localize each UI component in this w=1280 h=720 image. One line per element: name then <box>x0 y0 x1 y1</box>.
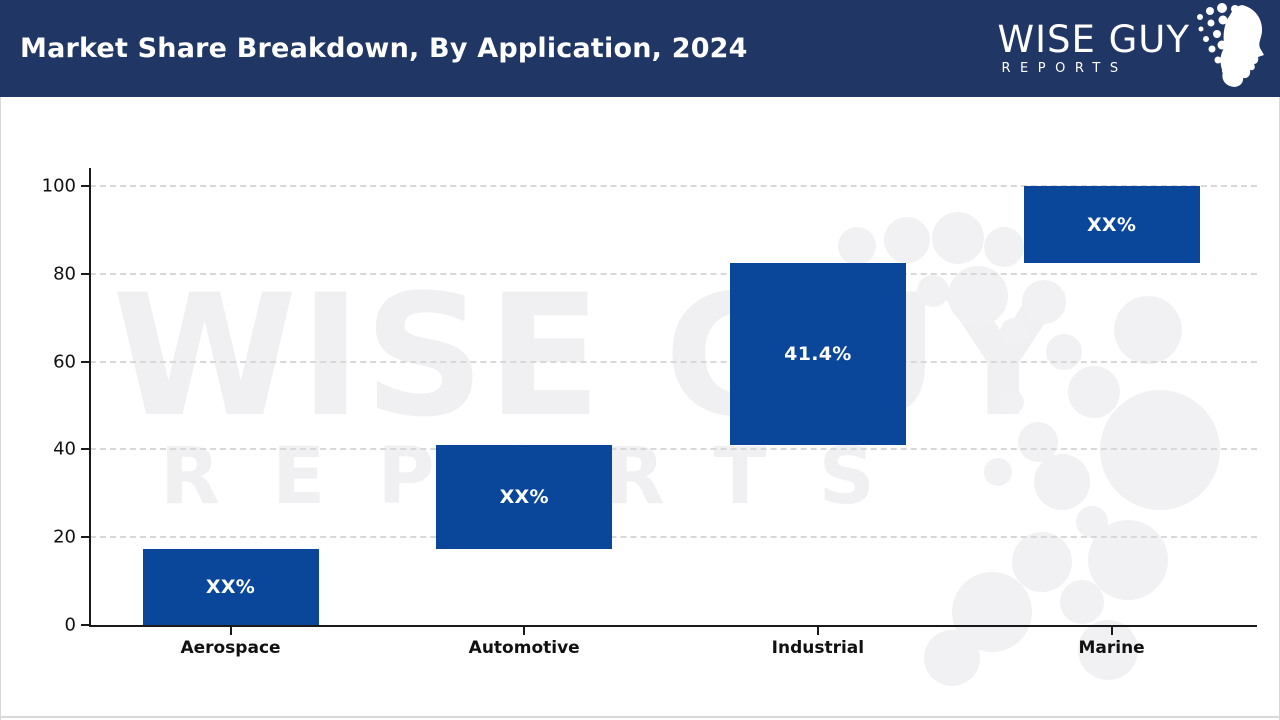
bar-value-label-industrial: 41.4% <box>784 343 852 366</box>
x-category-label-marine: Marine <box>1078 638 1145 658</box>
watermark-dot <box>932 212 984 264</box>
x-category-label-industrial: Industrial <box>771 638 865 658</box>
header-band: Market Share Breakdown, By Application, … <box>0 0 1280 97</box>
brand-subtitle: REPORTS <box>1001 61 1128 76</box>
watermark-dot <box>1046 334 1082 370</box>
watermark-dot <box>1088 520 1168 600</box>
gridline-80 <box>90 272 1257 275</box>
y-tick-40 <box>81 448 89 451</box>
y-tick-80 <box>81 272 89 275</box>
watermark-dot <box>1022 280 1066 324</box>
head-profile-icon <box>1192 2 1266 95</box>
figure-border-left <box>0 97 1 720</box>
gridline-60 <box>90 360 1257 363</box>
x-tick-automotive <box>523 627 526 635</box>
watermark-dot <box>1060 580 1104 624</box>
y-tick-100 <box>81 185 89 187</box>
x-tick-marine <box>1110 627 1113 635</box>
figure-border-bottom <box>0 716 1280 718</box>
bar-value-label-marine: XX% <box>1086 213 1137 236</box>
x-category-label-automotive: Automotive <box>468 638 580 658</box>
watermark-dot <box>984 227 1024 267</box>
watermark-dot <box>984 458 1012 486</box>
watermark-dot <box>948 266 1008 326</box>
y-tick-label-60: 60 <box>53 351 76 373</box>
y-tick-label-80: 80 <box>53 263 76 285</box>
y-tick-20 <box>81 536 89 539</box>
x-tick-industrial <box>816 627 819 635</box>
y-tick-label-20: 20 <box>53 526 76 548</box>
bar-aerospace[interactable]: XX% <box>142 549 319 625</box>
y-tick-label-100: 100 <box>41 175 76 197</box>
y-tick-label-0: 0 <box>64 614 76 636</box>
y-tick-label-40: 40 <box>53 438 76 460</box>
x-category-label-aerospace: Aerospace <box>180 638 281 658</box>
watermark-dot <box>1000 390 1024 414</box>
brand-logo: WISE GUY REPORTS <box>998 2 1280 95</box>
y-tick-0 <box>81 624 89 626</box>
watermark-dot <box>1114 296 1182 364</box>
y-tick-60 <box>81 360 89 363</box>
watermark-dot <box>924 630 980 686</box>
bar-marine[interactable]: XX% <box>1023 186 1200 264</box>
gridline-40 <box>90 448 1257 451</box>
bar-value-label-aerospace: XX% <box>205 576 256 599</box>
watermark-dot <box>884 217 930 263</box>
brand-name: WISE GUY <box>997 18 1190 61</box>
bar-automotive[interactable]: XX% <box>436 445 613 550</box>
watermark-dot <box>1000 318 1028 346</box>
bar-industrial[interactable]: 41.4% <box>729 263 906 445</box>
x-axis-line <box>89 625 1257 627</box>
page-title: Market Share Breakdown, By Application, … <box>20 33 748 64</box>
y-axis-line <box>89 168 91 627</box>
x-tick-aerospace <box>229 627 232 635</box>
watermark-dot <box>917 275 949 307</box>
watermark-dot <box>1068 366 1120 418</box>
watermark-dot <box>1012 532 1072 592</box>
watermark-dot <box>1034 454 1090 510</box>
watermark-dot <box>1078 620 1138 680</box>
gridline-100 <box>90 185 1257 187</box>
watermark-dot <box>838 227 876 265</box>
bar-value-label-automotive: XX% <box>499 486 549 509</box>
gridline-20 <box>90 536 1257 539</box>
brand-logo-text: WISE GUY REPORTS <box>998 21 1190 76</box>
